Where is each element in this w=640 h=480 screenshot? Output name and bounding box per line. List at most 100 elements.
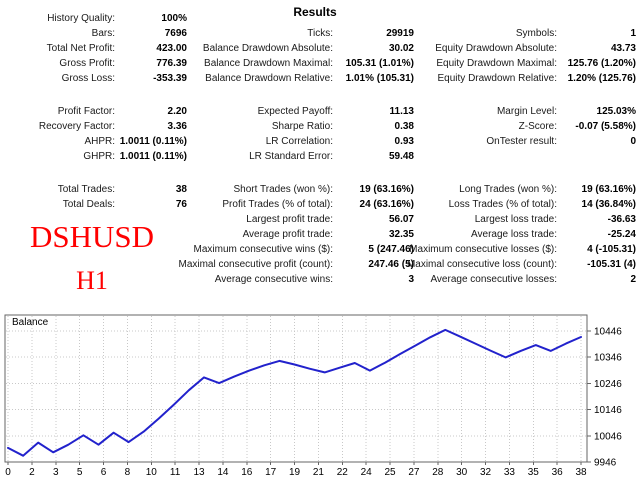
stat-value: 125.03% (596, 106, 636, 117)
stat-label: Symbols: (515, 28, 557, 39)
stats-row: Gross Profit: 776.39 Balance Drawdown Maxi… (0, 57, 640, 72)
stat-value: 0 (630, 136, 636, 147)
stat-label: Equity Drawdown Absolute: (435, 43, 557, 54)
stat-label: Total Net Profit: (46, 43, 115, 54)
x-axis-label: 22 (337, 467, 349, 478)
x-axis-label: 10 (146, 467, 158, 478)
chart-title: Balance (12, 317, 49, 328)
x-axis-label: 19 (289, 467, 301, 478)
stat-value: 423.00 (156, 43, 187, 54)
stat-value: 30.02 (388, 43, 414, 54)
stat-label: Expected Payoff: (257, 106, 333, 117)
stat-label: Profit Factor: (57, 106, 115, 117)
stat-label: Loss Trades (% of total): (448, 199, 557, 210)
x-axis-label: 8 (125, 467, 131, 478)
stat-value: 19 (63.16%) (359, 184, 414, 195)
x-axis-label: 3 (53, 467, 59, 478)
stat-label: Maximum consecutive wins ($): (193, 244, 333, 255)
stat-value: 1 (630, 28, 636, 39)
stat-value: 5 (247.46) (368, 244, 414, 255)
x-axis-label: 13 (193, 467, 205, 478)
stats-row: Recovery Factor: 3.36 Sharpe Ratio: 0.38 Z-S… (0, 120, 640, 135)
x-axis-label: 11 (170, 467, 181, 478)
stat-value: -25.24 (607, 229, 636, 240)
stat-value: 247.46 (5) (368, 259, 414, 270)
stat-label: Maximal consecutive profit (count): (178, 259, 333, 270)
stat-value: -353.39 (153, 73, 187, 84)
stat-value: 3.36 (167, 121, 187, 132)
stat-label: LR Standard Error: (249, 151, 333, 162)
stats-row: Bars: 7696 Ticks: 29919 Symbols: 1 (0, 27, 640, 42)
stat-label: Margin Level: (496, 106, 557, 117)
x-axis-label: 30 (456, 467, 468, 478)
x-axis-label: 2 (29, 467, 35, 478)
stats-row: Largest profit trade: 56.07 Largest loss t… (0, 213, 640, 228)
x-axis-label: 21 (313, 467, 325, 478)
stats-row: Average profit trade: 32.35 Average loss t… (0, 228, 640, 243)
y-axis-label: 10046 (594, 431, 622, 442)
x-axis-label: 33 (504, 467, 516, 478)
x-axis-label: 27 (408, 467, 420, 478)
stats-row: Average consecutive wins: 3 Average consec… (0, 273, 640, 288)
stat-label: Maximum consecutive losses ($): (409, 244, 557, 255)
stat-value: 24 (63.16%) (359, 199, 414, 210)
stats-row: Maximal consecutive profit (count): 247.4… (0, 258, 640, 273)
stat-value: 3 (408, 274, 414, 285)
stat-value: 1.0011 (0.11%) (119, 151, 187, 162)
stats-row: GHPR: 1.0011 (0.11%) LR Standard Error: 59.… (0, 150, 640, 165)
stat-value: 38 (175, 184, 187, 195)
stat-value: 1.01% (105.31) (345, 73, 414, 84)
x-axis-label: 16 (241, 467, 253, 478)
stat-label: Total Deals: (62, 199, 115, 210)
x-axis-label: 6 (101, 467, 107, 478)
stats-row: AHPR: 1.0011 (0.11%) LR Correlation: 0.93 On… (0, 135, 640, 150)
balance-curve (7, 328, 582, 457)
plot-border (4, 314, 588, 463)
x-axis-label: 32 (480, 467, 492, 478)
stat-value: 105.31 (1.01%) (345, 58, 414, 69)
stat-label: Average loss trade: (471, 229, 557, 240)
stat-label: Z-Score: (518, 121, 557, 132)
stat-label: Ticks: (307, 28, 333, 39)
stat-value: 2 (630, 274, 636, 285)
stat-value: 4 (-105.31) (587, 244, 636, 255)
stat-value: 7696 (164, 28, 187, 39)
stat-value: 125.76 (1.20%) (567, 58, 636, 69)
x-axis-label: 0 (5, 467, 11, 478)
stat-label: Largest loss trade: (474, 214, 557, 225)
symbol-overlay: DSHUSD H1 (12, 220, 172, 295)
stat-label: Short Trades (won %): (233, 184, 333, 195)
stat-label: Gross Loss: (61, 73, 115, 84)
x-axis-label: 25 (384, 467, 396, 478)
stat-value: 76 (175, 199, 187, 210)
x-axis-label: 35 (528, 467, 540, 478)
symbol-timeframe: H1 (76, 266, 108, 295)
stat-label: Equity Drawdown Maximal: (436, 58, 557, 69)
stat-label: OnTester result: (486, 136, 557, 147)
y-axis-label: 10146 (594, 405, 622, 416)
stat-label: Average consecutive losses: (430, 274, 557, 285)
stat-label: Bars: (91, 28, 115, 39)
stat-label: Largest profit trade: (246, 214, 333, 225)
x-axis-label: 36 (552, 467, 564, 478)
stat-label: Balance Drawdown Relative: (205, 73, 333, 84)
stat-label: Average consecutive wins: (214, 274, 333, 285)
stat-value: 29919 (386, 28, 414, 39)
x-axis-label: 17 (265, 467, 277, 478)
stat-value: -105.31 (4) (587, 259, 636, 270)
stat-label: Balance Drawdown Maximal: (204, 58, 333, 69)
stat-label: Recovery Factor: (38, 121, 115, 132)
stats-row: Total Deals: 76 Profit Trades (% of total)… (0, 198, 640, 213)
x-axis-label: 14 (217, 467, 229, 478)
y-axis-label: 10346 (594, 353, 622, 364)
stat-value: -36.63 (607, 214, 636, 225)
symbol-name: DSHUSD (29, 219, 155, 254)
y-axis-label: 10246 (594, 379, 622, 390)
stats-row: History Quality: 100% (0, 12, 640, 27)
stat-value: 100% (161, 13, 187, 24)
stat-label: LR Correlation: (265, 136, 333, 147)
x-axis-label: 28 (432, 467, 444, 478)
stat-value: 2.20 (167, 106, 187, 117)
